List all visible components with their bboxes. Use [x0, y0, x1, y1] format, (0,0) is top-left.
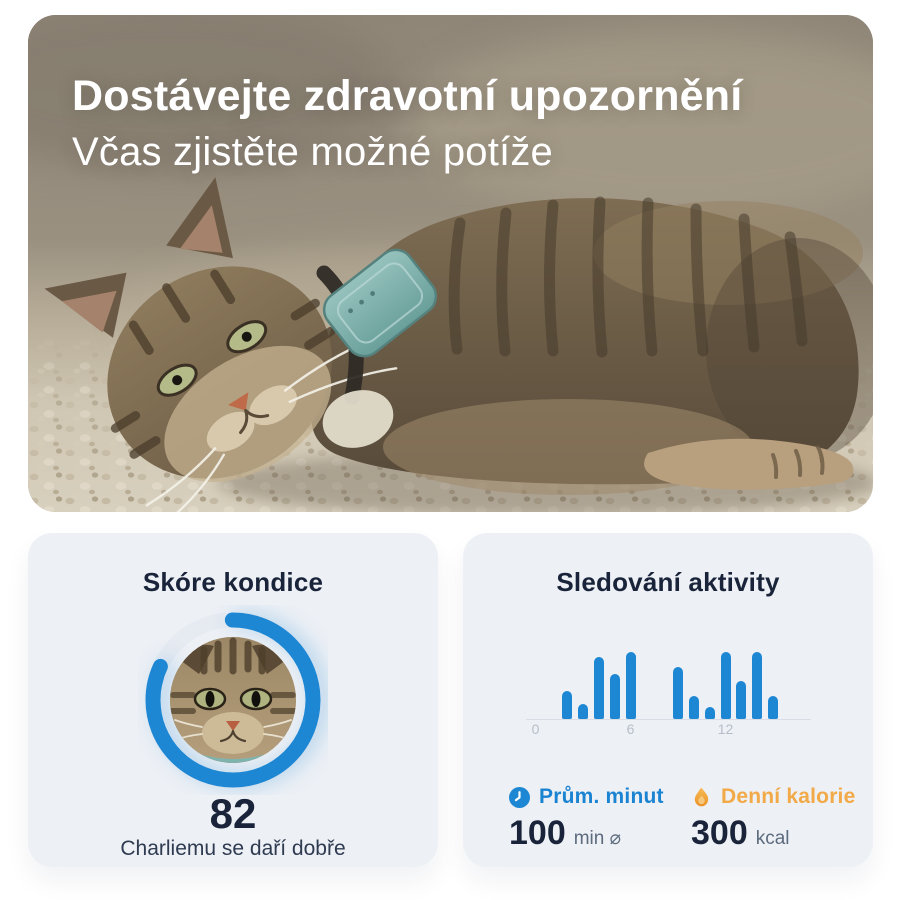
stat-label-minutes: Prům. minut — [539, 785, 664, 808]
chart-bar — [768, 696, 778, 719]
activity-card-title: Sledování aktivity — [556, 567, 780, 597]
chart-bar — [704, 707, 715, 719]
chart-tick-label: 6 — [626, 721, 635, 737]
hero-image: Dostávejte zdravotní upozornění Včas zji… — [28, 15, 873, 512]
fitness-score-value: 82 — [209, 790, 257, 837]
stat-unit-minutes: min ⌀ — [573, 828, 622, 849]
cards-row: Skóre kondice — [28, 533, 873, 867]
ring-progress-arc — [145, 612, 321, 788]
hero-photo-cat-illustration — [28, 15, 873, 512]
stat-unit-calories: kcal — [755, 828, 790, 849]
stat-daily-calories: Denní kalorie 300 kcal — [691, 785, 873, 853]
chart-bar — [752, 652, 763, 719]
chart-tick-label: 12 — [717, 721, 734, 737]
chart-bar — [688, 696, 699, 719]
chart-tick-labels: 0 6 12 — [526, 721, 811, 741]
chart-bar — [593, 657, 604, 719]
cat-face-avatar-icon — [170, 637, 296, 763]
activity-tracking-card: Sledování aktivity 0 6 12 Prům. minut 100 … — [463, 533, 873, 867]
chart-bar — [609, 674, 620, 719]
chart-bar — [562, 691, 573, 719]
stat-value-minutes: 100 — [509, 814, 566, 852]
chart-tick-label: 0 — [531, 721, 540, 737]
stat-value-calories: 300 — [691, 814, 748, 852]
hero-subtitle: Včas zjistěte možné potíže — [72, 129, 553, 174]
chart-bar — [673, 667, 683, 719]
chart-bar — [736, 681, 747, 719]
stat-label-calories: Denní kalorie — [721, 785, 856, 808]
flame-icon — [691, 787, 712, 808]
activity-chart: 0 6 12 — [525, 651, 811, 741]
clock-icon — [509, 786, 530, 808]
chart-bar — [625, 652, 636, 719]
progress-ring-icon — [145, 612, 321, 788]
stat-avg-minutes: Prům. minut 100 min ⌀ — [509, 785, 691, 853]
chart-axis — [525, 719, 811, 720]
chart-bar — [720, 652, 731, 719]
activity-chart-plot — [526, 651, 811, 719]
fitness-card-title: Skóre kondice — [142, 567, 324, 597]
fitness-score-ring — [138, 608, 328, 792]
hero-title: Dostávejte zdravotní upozornění — [72, 72, 743, 120]
fitness-score-card: Skóre kondice — [28, 533, 438, 867]
activity-stats-row: Prům. minut 100 min ⌀ — [463, 785, 873, 853]
pet-avatar — [170, 637, 296, 763]
fitness-score-caption: Charliemu se daří dobře — [120, 837, 346, 860]
chart-bar — [578, 704, 588, 719]
